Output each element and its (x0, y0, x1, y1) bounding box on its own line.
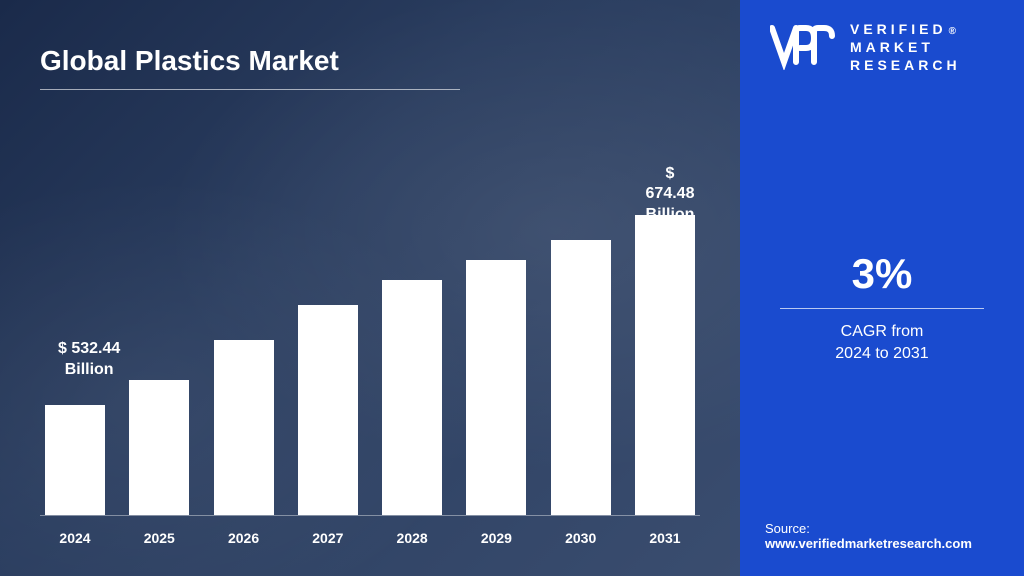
bar (382, 280, 442, 515)
bar-chart: $ 532.44 Billion $ 674.48 Billion 202420… (40, 166, 700, 546)
cagr-label-line1: CAGR from (841, 323, 924, 340)
year-label: 2029 (461, 530, 531, 546)
bar (45, 405, 105, 515)
bar (298, 305, 358, 515)
page-title: Global Plastics Market (40, 45, 460, 90)
bar (214, 340, 274, 515)
bar-wrap (546, 240, 616, 515)
bar (129, 380, 189, 515)
brand-text: VERIFIED® MARKET RESEARCH (850, 20, 961, 75)
year-label: 2030 (546, 530, 616, 546)
cagr-block: 3% CAGR from 2024 to 2031 (780, 250, 984, 366)
brand-line2: MARKET (850, 39, 934, 55)
source-url: www.verifiedmarketresearch.com (765, 536, 972, 551)
bar-wrap (124, 380, 194, 515)
right-panel: VERIFIED® MARKET RESEARCH 3% CAGR from 2… (740, 0, 1024, 576)
year-label: 2027 (293, 530, 363, 546)
bar (551, 240, 611, 515)
bar-wrap (461, 260, 531, 515)
logo-mark-icon (770, 20, 840, 70)
cagr-label: CAGR from 2024 to 2031 (780, 321, 984, 366)
brand-line3: RESEARCH (850, 57, 961, 73)
year-label: 2024 (40, 530, 110, 546)
bar (466, 260, 526, 515)
year-label: 2026 (209, 530, 279, 546)
cagr-percent: 3% (780, 250, 984, 309)
year-label: 2028 (377, 530, 447, 546)
bar-wrap (293, 305, 363, 515)
year-label: 2031 (630, 530, 700, 546)
year-axis: 2024 2025 2026 2027 2028 2029 2030 2031 (40, 530, 700, 546)
cagr-label-line2: 2024 to 2031 (835, 345, 928, 362)
left-panel: Global Plastics Market $ 532.44 Billion … (0, 0, 740, 576)
bar (635, 215, 695, 515)
bar-wrap (209, 340, 279, 515)
bars-container (40, 196, 700, 516)
source-label: Source: (765, 521, 972, 536)
brand-line1: VERIFIED (850, 21, 947, 37)
source-citation: Source: www.verifiedmarketresearch.com (765, 521, 972, 551)
year-label: 2025 (124, 530, 194, 546)
registered-icon: ® (949, 26, 960, 37)
bar-wrap (377, 280, 447, 515)
brand-logo: VERIFIED® MARKET RESEARCH (770, 20, 1004, 75)
bar-wrap (630, 215, 700, 515)
bar-wrap (40, 405, 110, 515)
